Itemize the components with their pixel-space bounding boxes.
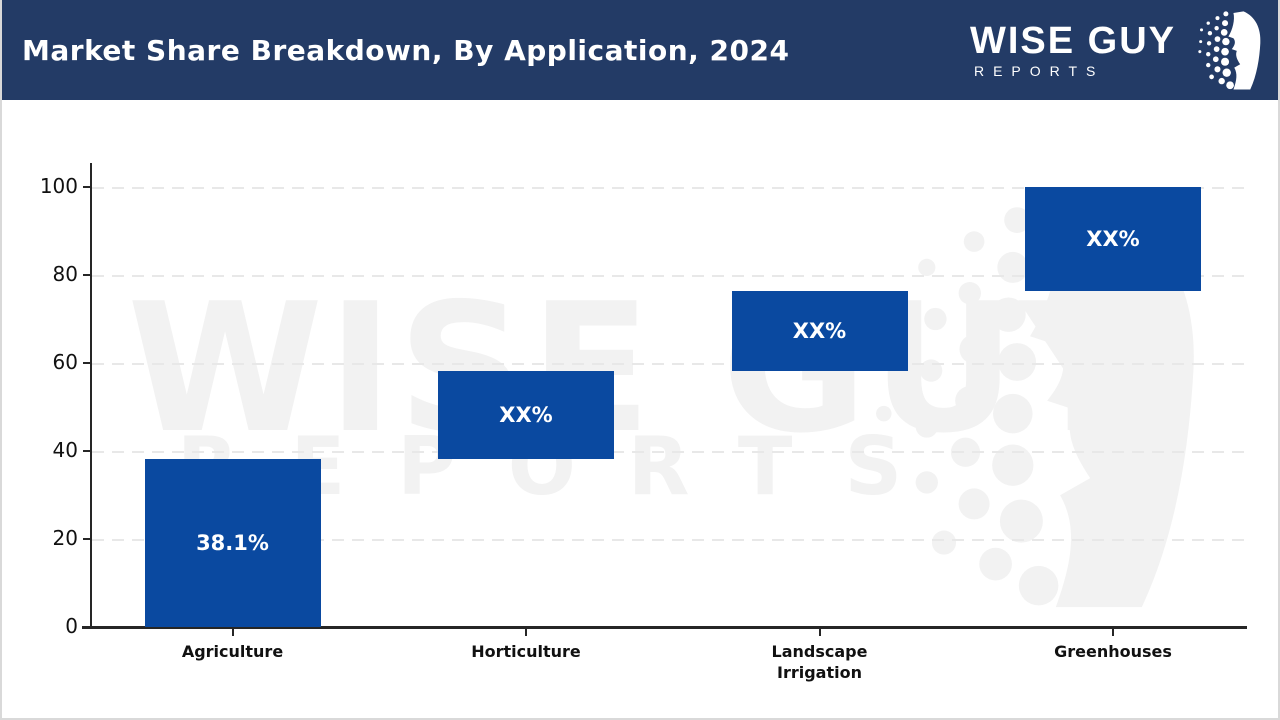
wiseguy-logo: WISE GUY REPORTS <box>970 8 1262 92</box>
y-tick-label-40: 40 <box>52 438 78 462</box>
y-tick-label-80: 80 <box>52 262 78 286</box>
bar-agriculture: 38.1% <box>144 459 321 627</box>
y-tick-mark-40 <box>83 450 90 452</box>
bar-value-label: XX% <box>1086 227 1140 252</box>
gridline-80 <box>92 275 1252 277</box>
y-tick-label-0: 0 <box>65 614 78 638</box>
bar-value-label: XX% <box>499 403 553 428</box>
x-category-label-landscape-irrigation: Landscape Irrigation <box>771 642 868 682</box>
logo-subtext: REPORTS <box>973 62 1105 79</box>
page-title: Market Share Breakdown, By Application, … <box>22 33 790 67</box>
x-tick-mark-horticulture <box>525 629 527 636</box>
x-axis-line <box>82 626 1247 629</box>
y-tick-label-20: 20 <box>52 526 78 550</box>
plot-region: 0 20 40 60 80 100 38.1% Agriculture XX% Horticult… <box>2 100 1278 718</box>
x-tick-mark-agriculture <box>231 629 234 636</box>
x-tick-mark-greenhouses <box>1112 629 1114 636</box>
bar-value-label: XX% <box>792 319 847 344</box>
gridline-40 <box>92 451 1252 453</box>
x-category-label-horticulture: Horticulture <box>471 642 581 661</box>
y-axis-line <box>90 163 92 627</box>
bar-landscape-irrigation: XX% <box>731 291 908 371</box>
y-tick-mark-20 <box>83 538 90 540</box>
x-category-label-agriculture: Agriculture <box>181 642 284 661</box>
bar-horticulture: XX% <box>438 370 614 460</box>
bar-greenhouses: XX% <box>1025 187 1201 292</box>
bar-value-label: 38.1% <box>196 531 269 556</box>
gridline-100 <box>92 187 1252 189</box>
gridline-60 <box>92 363 1252 365</box>
logo-wordmark: WISE GUY <box>969 19 1176 62</box>
y-tick-mark-60 <box>83 362 90 364</box>
logo-text: WISE GUY REPORTS <box>970 22 1176 79</box>
y-tick-label-100: 100 <box>39 174 78 198</box>
x-tick-mark-landscape-irrigation <box>818 629 821 636</box>
y-tick-mark-80 <box>83 274 90 276</box>
gridline-20 <box>92 539 1252 541</box>
y-tick-mark-100 <box>83 186 90 188</box>
header: Market Share Breakdown, By Application, … <box>2 0 1278 100</box>
chart-area: WISE GUY REPORTS 0 20 40 60 80 100 38.1% Agricu… <box>2 100 1278 718</box>
y-tick-label-60: 60 <box>52 350 78 374</box>
logo-face-icon <box>1178 8 1262 92</box>
x-category-label-greenhouses: Greenhouses <box>1054 642 1172 661</box>
